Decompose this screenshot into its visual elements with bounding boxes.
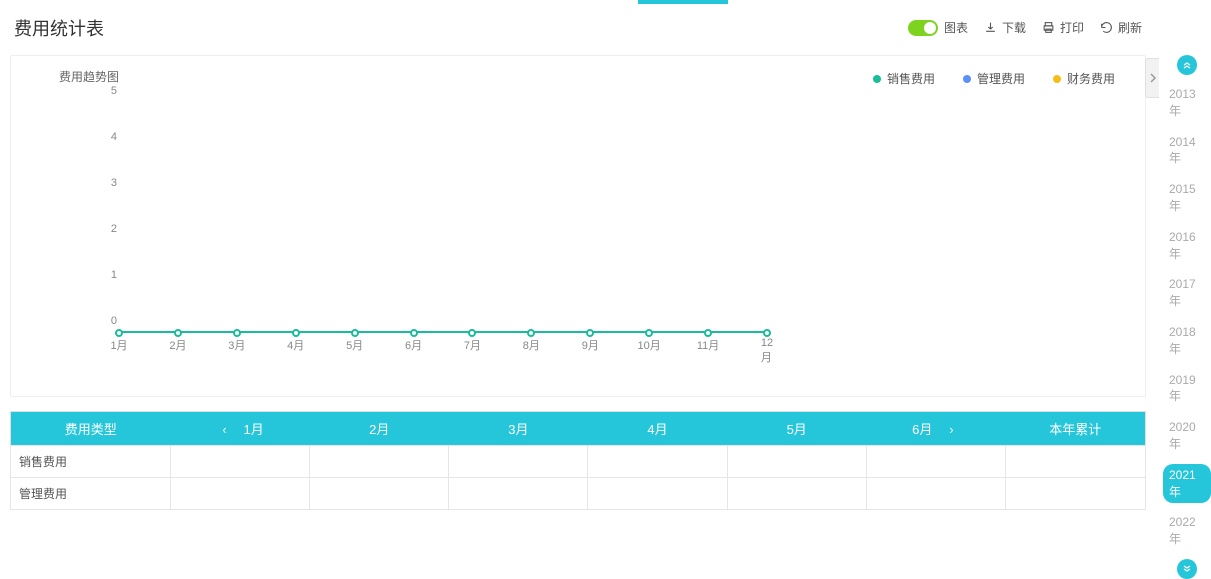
year-item[interactable]: 2018年 (1163, 321, 1211, 361)
x-tick: 2月 (169, 337, 186, 353)
year-up-button[interactable] (1177, 55, 1197, 75)
legend-item[interactable]: 财务费用 (1053, 70, 1115, 87)
x-axis: 1月2月3月4月5月6月7月8月9月10月11月12月 (119, 335, 767, 353)
toggle-knob (924, 22, 936, 34)
year-item[interactable]: 2016年 (1163, 226, 1211, 266)
year-rail: 2013年 2014年 2015年 2016年 2017年 2018年 2019年 2020年… (1163, 55, 1211, 579)
cell (866, 446, 1005, 478)
table-row: 销售费用 (11, 446, 1146, 478)
download-button[interactable]: 下载 (984, 19, 1026, 36)
chart-card: 费用趋势图 销售费用管理费用财务费用 012345 1月2月3月4月5月6月7月… (10, 55, 1146, 397)
table-row: 管理费用 (11, 478, 1146, 510)
year-item[interactable]: 2015年 (1163, 178, 1211, 218)
cell (588, 446, 727, 478)
col-month-header: 6月 › (866, 412, 1005, 446)
y-tick: 1 (111, 269, 117, 281)
y-tick: 0 (111, 315, 117, 327)
chevron-up-icon (1182, 60, 1192, 70)
cell (449, 478, 588, 510)
legend-item[interactable]: 管理费用 (963, 70, 1025, 87)
y-tick: 3 (111, 177, 117, 189)
print-button[interactable]: 打印 (1042, 19, 1084, 36)
x-tick: 11月 (697, 337, 719, 353)
chart-toggle[interactable]: 图表 (908, 19, 968, 36)
chevron-down-icon (1182, 564, 1192, 574)
prev-months-button[interactable]: ‹ (216, 422, 232, 437)
cell (449, 446, 588, 478)
toggle-track (908, 20, 938, 36)
toolbar: 图表 下载 打印 刷新 (908, 19, 1142, 36)
x-tick: 4月 (287, 337, 304, 353)
cell (310, 478, 449, 510)
year-item[interactable]: 2021年 (1163, 464, 1211, 504)
x-tick: 5月 (346, 337, 363, 353)
y-axis: 012345 (97, 103, 117, 333)
x-tick: 3月 (228, 337, 245, 353)
x-tick: 7月 (464, 337, 481, 353)
x-tick: 6月 (405, 337, 422, 353)
cell (866, 478, 1005, 510)
cell (727, 478, 866, 510)
legend-label: 财务费用 (1067, 70, 1115, 87)
y-tick: 4 (111, 131, 117, 143)
col-month-header: 5月 (727, 412, 866, 446)
legend-dot (963, 75, 971, 83)
legend-label: 管理费用 (977, 70, 1025, 87)
col-month-header: 2月 (310, 412, 449, 446)
refresh-label: 刷新 (1118, 19, 1142, 36)
refresh-button[interactable]: 刷新 (1100, 19, 1142, 36)
y-tick: 5 (111, 85, 117, 97)
year-item[interactable]: 2014年 (1163, 131, 1211, 171)
ytd-cell (1006, 446, 1146, 478)
col-ytd-header: 本年累计 (1006, 412, 1146, 446)
legend-item[interactable]: 销售费用 (873, 70, 935, 87)
table-header-row: 费用类型‹ 1月2月3月4月5月6月 ›本年累计 (11, 412, 1146, 446)
refresh-icon (1100, 21, 1114, 35)
next-months-button[interactable]: › (943, 422, 959, 437)
year-item[interactable]: 2020年 (1163, 416, 1211, 456)
plot-area (119, 103, 767, 333)
x-tick: 12月 (761, 337, 773, 365)
chevron-right-icon (1149, 72, 1157, 84)
row-label: 管理费用 (11, 478, 171, 510)
year-item[interactable]: 2019年 (1163, 369, 1211, 409)
year-item[interactable]: 2017年 (1163, 273, 1211, 313)
print-label: 打印 (1060, 19, 1084, 36)
year-item[interactable]: 2013年 (1163, 83, 1211, 123)
table-body: 销售费用管理费用 (11, 446, 1146, 510)
chart-legend: 销售费用 管理费用 财务费用 (873, 70, 1115, 87)
header-row: 费用统计表 图表 下载 打印 (10, 0, 1146, 55)
main-area: 费用统计表 图表 下载 打印 (0, 0, 1156, 510)
series-line (119, 331, 767, 333)
chart-plot: 012345 1月2月3月4月5月6月7月8月9月10月11月12月 (119, 103, 767, 353)
ytd-cell (1006, 478, 1146, 510)
row-label: 销售费用 (11, 446, 171, 478)
chart-toggle-label: 图表 (944, 19, 968, 36)
cell (588, 478, 727, 510)
cell (171, 478, 310, 510)
year-down-button[interactable] (1177, 559, 1197, 579)
col-type-header: 费用类型 (11, 412, 171, 446)
download-label: 下载 (1002, 19, 1026, 36)
col-month-header: 3月 (449, 412, 588, 446)
collapse-handle[interactable] (1145, 58, 1159, 98)
cell (171, 446, 310, 478)
cell (310, 446, 449, 478)
x-tick: 9月 (582, 337, 599, 353)
legend-dot (1053, 75, 1061, 83)
x-tick: 8月 (523, 337, 540, 353)
page-title: 费用统计表 (14, 15, 908, 41)
cell (727, 446, 866, 478)
legend-label: 销售费用 (887, 70, 935, 87)
x-tick: 1月 (110, 337, 127, 353)
y-tick: 2 (111, 223, 117, 235)
col-month-header: 4月 (588, 412, 727, 446)
legend-dot (873, 75, 881, 83)
print-icon (1042, 21, 1056, 35)
year-item[interactable]: 2022年 (1163, 511, 1211, 551)
x-tick: 10月 (638, 337, 661, 353)
expense-table: 费用类型‹ 1月2月3月4月5月6月 ›本年累计 销售费用管理费用 (10, 411, 1146, 510)
col-month-header: ‹ 1月 (171, 412, 310, 446)
download-icon (984, 21, 998, 35)
